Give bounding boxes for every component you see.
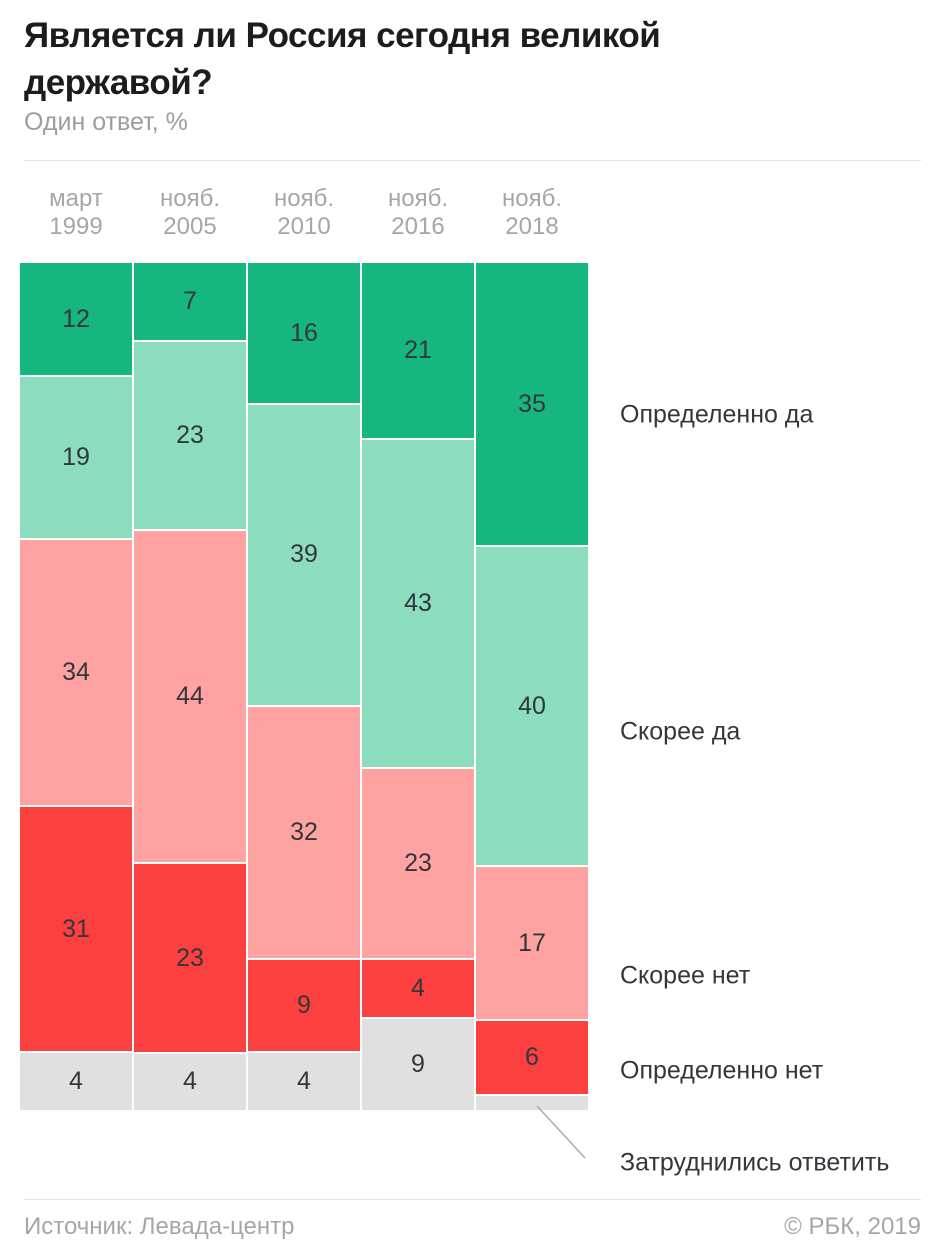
segment-value: 4 [69,1067,83,1096]
bar-segment: 4 [20,1053,132,1110]
column-header-line: нояб. [387,185,448,212]
bar-segment: 21 [362,263,474,438]
segment-value: 40 [518,691,546,720]
bar-segment: 4 [134,1053,246,1111]
segment-value: 7 [183,287,197,316]
column-header: нояб. 2005 [134,185,246,241]
column-header-line: март [49,185,103,212]
segment-value: 23 [176,943,204,972]
legend-label: Определенно нет [620,1056,824,1085]
bar-column: 21 43 23 4 9 [362,263,474,1110]
legend-label: Скорее нет [620,961,751,990]
segment-value: 32 [290,817,318,846]
segment-value: 19 [62,443,90,472]
segment-value: 44 [176,682,204,711]
legend-label: Скорее да [620,717,741,746]
segment-value: 39 [290,540,318,569]
bar-segment: 16 [248,263,360,404]
segment-value: 43 [404,588,432,617]
bar-segment: 34 [20,540,132,806]
bar-segment: 40 [476,547,588,866]
column-header-line: 2005 [163,213,217,240]
segment-value: 6 [525,1042,539,1071]
segment-value: 12 [62,304,90,333]
stacked-bar-chart: 12 19 34 31 4 7 23 44 23 4 16 39 32 9 4 21 43 23 4 9 35 40 17 6 [0,263,945,1111]
column-header-line: 2010 [277,213,331,240]
segment-value: 35 [518,389,546,418]
bar-column: 7 23 44 23 4 [134,263,246,1111]
bottom-divider [24,1199,921,1200]
segment-value: 4 [297,1067,311,1096]
bar-column: 12 19 34 31 4 [20,263,132,1110]
bar-segment: 39 [248,405,360,705]
segment-value: 16 [290,318,318,347]
column-header-line: 1999 [49,213,103,240]
bar-segment: 12 [20,263,132,376]
chart-subtitle: Один ответ, % [24,108,188,136]
page-title: Является ли Россия сегодня великой держа… [24,12,904,106]
segment-value: 23 [404,848,432,877]
segment-value: 21 [404,335,432,364]
bar-segment: 23 [134,864,246,1052]
column-header-line: нояб. [501,185,562,212]
segment-value: 9 [297,991,311,1019]
bar-segment: 4 [362,959,474,1017]
top-divider [24,160,921,161]
title-line-1: Является ли Россия сегодня великой [24,16,661,55]
legend-label: Затруднились ответить [620,1148,890,1177]
bar-segment: 31 [20,807,132,1052]
column-header-line: нояб. [159,185,220,212]
bar-segment: 17 [476,867,588,1020]
source-credit: Источник: Левада-центр [24,1213,295,1240]
bar-segment: 43 [362,439,474,768]
bar-segment: 7 [134,263,246,341]
column-header-line: 2018 [505,213,559,240]
legend-label: Определенно да [620,400,814,429]
column-header: нояб. 2018 [476,185,588,241]
bar-segment: 23 [362,769,474,958]
bar-segment: 4 [248,1053,360,1110]
title-line-2: державой? [24,63,213,102]
segment-value: 31 [62,914,90,943]
bar-segment [476,1095,588,1110]
bar-segment: 44 [134,531,246,863]
bar-column: 16 39 32 9 4 [248,263,360,1110]
segment-value: 4 [411,973,425,1002]
segment-value: 34 [62,658,90,687]
column-header: нояб. 2016 [362,185,474,241]
copyright-credit: © РБК, 2019 [784,1213,921,1240]
bar-segment: 9 [248,959,360,1052]
bar-segment: 35 [476,263,588,546]
column-header-line: нояб. [273,185,334,212]
bar-segment: 23 [134,342,246,530]
segment-value: 17 [518,928,546,957]
bar-column: 35 40 17 6 [476,263,588,1110]
column-header-line: 2016 [391,213,445,240]
bar-segment: 9 [362,1018,474,1110]
column-header: март 1999 [20,185,132,241]
segment-value: 23 [176,421,204,450]
segment-value: 9 [411,1049,425,1078]
segment-value: 4 [183,1067,197,1096]
bar-segment: 32 [248,706,360,958]
column-header: нояб. 2010 [248,185,360,241]
bar-segment: 19 [20,377,132,539]
bar-segment: 6 [476,1021,588,1094]
